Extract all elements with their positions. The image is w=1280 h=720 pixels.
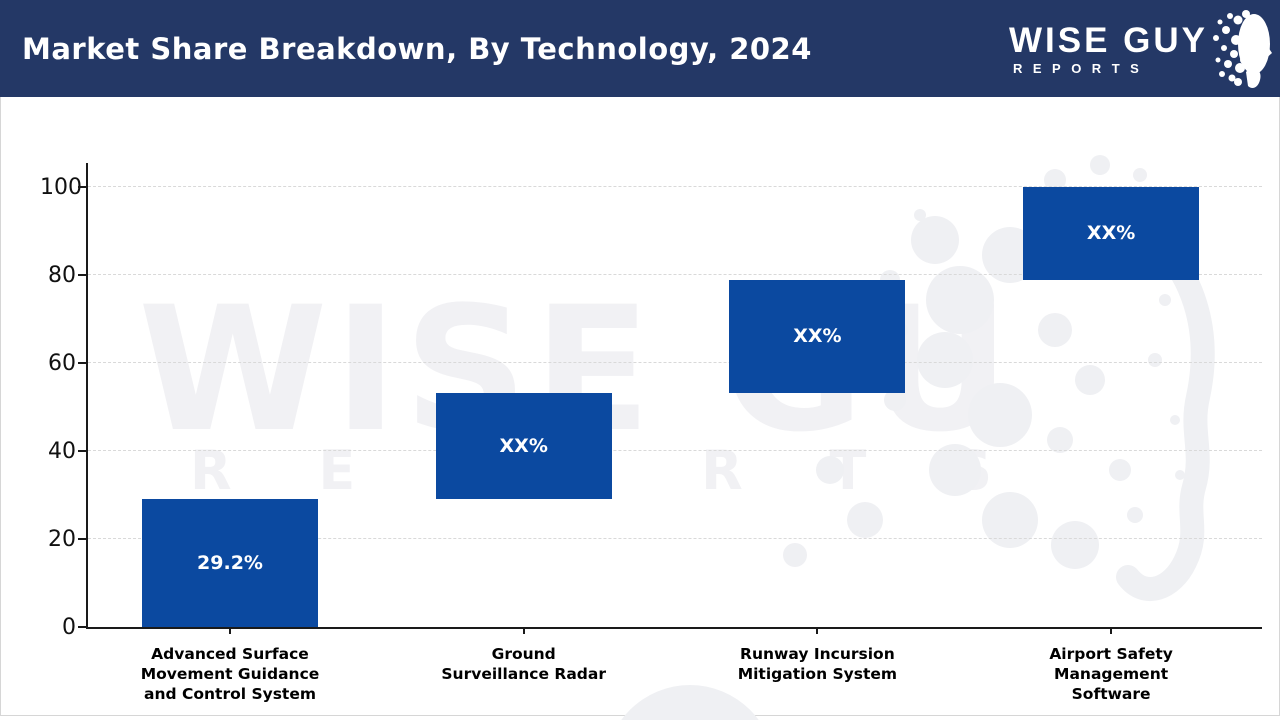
category-label-4: Airport Safety Management Software bbox=[966, 644, 1256, 704]
ytick-label-40: 40 bbox=[48, 439, 76, 465]
ytick-label-0: 0 bbox=[62, 615, 76, 640]
ytick-mark-20 bbox=[78, 538, 86, 541]
x-axis-line bbox=[86, 626, 1262, 629]
bar-segment-1: 29.2% bbox=[142, 498, 318, 627]
gridline-y60 bbox=[88, 362, 1262, 364]
gridline-y20 bbox=[88, 538, 1262, 540]
ytick-mark-40 bbox=[78, 450, 86, 453]
logo-wordmark: WISE GUY bbox=[1008, 21, 1208, 60]
logo-wordmark-block: WISE GUY REPORTS bbox=[1009, 23, 1208, 77]
ytick-mark-60 bbox=[78, 362, 86, 365]
ytick-label-20: 20 bbox=[48, 527, 76, 553]
ytick-label-60: 60 bbox=[48, 351, 76, 377]
ytick-label-100: 100 bbox=[40, 175, 82, 201]
gridline-y80 bbox=[88, 274, 1262, 276]
gridline-y100 bbox=[88, 186, 1262, 188]
category-label-line: Software bbox=[1071, 685, 1151, 703]
category-label-line: Mitigation System bbox=[737, 665, 898, 683]
ytick-mark-80 bbox=[78, 274, 86, 277]
bar-value-label: XX% bbox=[499, 434, 548, 457]
logo-subtitle: REPORTS bbox=[1012, 61, 1150, 76]
page-title: Market Share Breakdown, By Technology, 2… bbox=[22, 31, 812, 66]
xtick-mark-1 bbox=[229, 627, 231, 634]
plot-area: 0 20 40 60 80 100 29.2% Advanced Surface Movemen… bbox=[40, 163, 1262, 703]
category-label-line: Surveillance Radar bbox=[441, 665, 606, 683]
bar-segment-4: XX% bbox=[1023, 187, 1200, 280]
ytick-label-80: 80 bbox=[48, 263, 76, 289]
bar-segment-2: XX% bbox=[435, 393, 612, 499]
y-axis-line bbox=[86, 163, 88, 629]
category-label-3: Runway Incursion Mitigation System bbox=[672, 644, 962, 684]
brand-logo: WISE GUY REPORTS bbox=[1009, 6, 1272, 94]
gridline-y40 bbox=[88, 450, 1262, 452]
bar-value-label: 29.2% bbox=[197, 551, 263, 574]
bar-value-label: XX% bbox=[793, 325, 842, 348]
category-label-2: Ground Surveillance Radar bbox=[379, 644, 669, 684]
header-bar: Market Share Breakdown, By Technology, 2… bbox=[0, 0, 1280, 97]
category-label-line: Movement Guidance bbox=[140, 665, 320, 683]
logo-face-icon bbox=[1213, 10, 1272, 88]
category-label-line: Airport Safety bbox=[1049, 645, 1173, 663]
category-label-line: Advanced Surface bbox=[151, 645, 309, 663]
bar-segment-3: XX% bbox=[729, 279, 906, 394]
category-label-line: Ground bbox=[491, 645, 556, 663]
category-label-line: and Control System bbox=[143, 685, 317, 703]
bar-value-label: XX% bbox=[1086, 222, 1136, 245]
ytick-mark-100 bbox=[78, 186, 86, 189]
category-label-line: Management bbox=[1054, 665, 1169, 683]
category-label-line: Runway Incursion bbox=[740, 645, 895, 663]
xtick-mark-4 bbox=[1110, 627, 1113, 634]
ytick-mark-0 bbox=[78, 626, 86, 628]
xtick-mark-3 bbox=[816, 627, 819, 634]
category-label-1: Advanced Surface Movement Guidance and Con… bbox=[85, 644, 375, 704]
xtick-mark-2 bbox=[522, 627, 525, 634]
